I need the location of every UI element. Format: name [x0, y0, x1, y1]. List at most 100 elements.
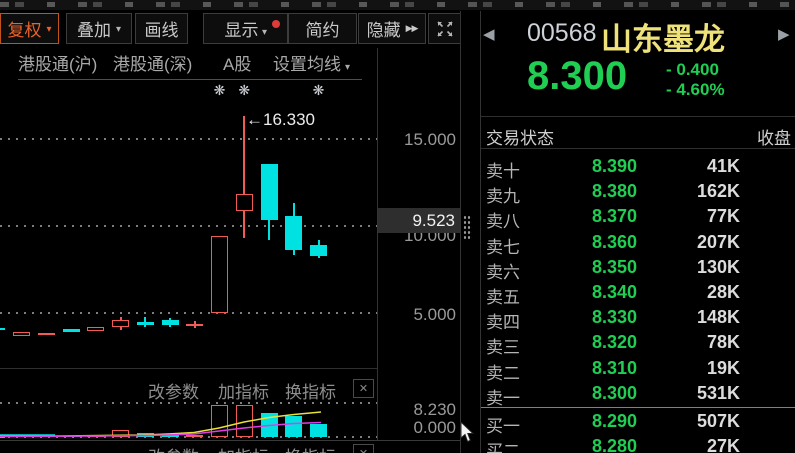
ask-row[interactable]: 卖十 8.390 41K: [481, 154, 795, 181]
candle[interactable]: [260, 164, 278, 221]
volume-bar[interactable]: [37, 435, 55, 438]
ask-level-label: 卖五: [486, 288, 520, 307]
volume-bar[interactable]: [112, 429, 129, 437]
close-indicator-button[interactable]: ✕: [353, 444, 374, 453]
candle[interactable]: [13, 331, 30, 336]
hide-button[interactable]: 隐藏 ▶▶: [358, 13, 426, 44]
ask-row[interactable]: 卖八 8.370 77K: [481, 204, 795, 232]
tab-hk-connect-sh[interactable]: 港股通(沪): [18, 54, 97, 76]
candle[interactable]: [161, 319, 179, 325]
prev-stock-button[interactable]: ◀: [483, 25, 495, 43]
volume-bar[interactable]: [186, 434, 204, 437]
candle[interactable]: [235, 193, 253, 212]
ask-row[interactable]: 卖六 8.350 130K: [481, 255, 795, 282]
adjust-price-button[interactable]: 复权 ▾: [0, 13, 59, 44]
volume-bar[interactable]: [0, 436, 6, 438]
volume-gridline-top: [0, 402, 377, 404]
caret-down-icon: ▾: [261, 27, 267, 38]
volume-bar[interactable]: [161, 433, 179, 437]
next-stock-button[interactable]: ▶: [778, 25, 790, 43]
switch-indicator-button[interactable]: 换指标: [285, 443, 336, 453]
ask-price: 8.360: [591, 231, 637, 252]
candle[interactable]: [211, 235, 228, 313]
close-icon: ✕: [358, 383, 369, 395]
gridline-5: [0, 312, 377, 314]
panel-left-border: [480, 11, 481, 453]
ask-row[interactable]: 卖四 8.330 148K: [481, 305, 795, 333]
change-params-button[interactable]: 改参数: [148, 443, 199, 453]
ask-volume: 162K: [696, 181, 740, 202]
trading-status-value: 收盘: [757, 129, 791, 148]
tab-hk-connect-sz[interactable]: 港股通(深): [113, 54, 192, 76]
display-button[interactable]: 显示 ▾: [203, 13, 288, 44]
ask-level-label: 卖八: [486, 212, 520, 232]
indicator-toolbar: 改参数 加指标 换指标 ✕: [0, 378, 460, 402]
volume-bar[interactable]: [260, 413, 278, 437]
add-indicator-button[interactable]: 加指标: [218, 443, 269, 453]
ask-row[interactable]: 卖七 8.360 207K: [481, 230, 795, 257]
ask-row[interactable]: 卖一 8.300 531K: [481, 381, 795, 408]
volume-bar[interactable]: [136, 432, 154, 437]
panel-divider: [481, 116, 795, 117]
suspension-marker-icon: ❋: [213, 82, 226, 98]
change-params-button[interactable]: 改参数: [148, 383, 199, 402]
ask-row[interactable]: 卖九 8.380 162K: [481, 179, 795, 206]
volume-bar[interactable]: [13, 435, 30, 438]
trading-status-label: 交易状态: [486, 129, 554, 148]
volume-bar[interactable]: [235, 404, 253, 437]
right-arrow-icon: ▶: [778, 26, 790, 43]
volume-bar[interactable]: [285, 415, 303, 437]
candle-wick: [243, 115, 246, 238]
pane-divider: [0, 368, 378, 369]
add-indicator-button[interactable]: 加指标: [218, 383, 269, 402]
bid-volume: 27K: [706, 435, 740, 453]
ask-price: 8.340: [591, 282, 637, 302]
candle[interactable]: [136, 322, 154, 325]
volume-axis-max: 8.230: [413, 400, 456, 419]
volume-bar[interactable]: [87, 435, 105, 437]
volume-bar[interactable]: [310, 423, 327, 437]
splitter-grip[interactable]: [463, 215, 472, 239]
tab-label: 设置均线: [273, 55, 341, 74]
volume-axis-min: 0.000: [413, 418, 456, 437]
ask-row[interactable]: 卖五 8.340 28K: [481, 280, 795, 307]
fullscreen-button[interactable]: [428, 13, 461, 44]
simple-mode-button[interactable]: 简约: [288, 13, 357, 44]
ask-volume: 148K: [696, 307, 740, 328]
bid-row[interactable]: 买一 8.290 507K: [481, 409, 795, 436]
switch-indicator-button[interactable]: 换指标: [285, 383, 336, 402]
tab-ma-settings[interactable]: 设置均线 ▾: [273, 54, 350, 76]
candle[interactable]: [310, 245, 327, 256]
ask-row[interactable]: 卖三 8.320 78K: [481, 330, 795, 357]
draw-line-button[interactable]: 画线: [135, 13, 188, 44]
ask-price: 8.380: [591, 181, 637, 202]
double-arrow-right-icon: ▶▶: [405, 23, 419, 33]
display-label: 显示: [224, 21, 259, 40]
ask-volume: 19K: [706, 357, 740, 378]
ask-price: 8.320: [591, 332, 637, 353]
trading-status-row: 交易状态 收盘: [481, 121, 795, 148]
indicator-toolbar-2: 改参数 加指标 换指标 ✕: [0, 443, 460, 453]
volume-bar[interactable]: [211, 404, 228, 437]
ask-level-label: 卖一: [486, 388, 520, 408]
tab-label: A股: [223, 55, 252, 74]
bid-row[interactable]: 买二 8.280 27K: [481, 434, 795, 453]
tab-a-share[interactable]: A股: [223, 54, 251, 76]
chart-right-border: [460, 11, 461, 453]
candle[interactable]: [112, 319, 129, 327]
ask-level-label: 卖四: [486, 313, 520, 333]
panel-divider: [481, 148, 795, 149]
volume-bar[interactable]: [62, 435, 80, 438]
candle[interactable]: [87, 326, 105, 331]
bid-price: 8.290: [591, 410, 637, 431]
candle[interactable]: [37, 332, 55, 336]
overlay-button[interactable]: 叠加 ▾: [66, 13, 132, 44]
candle[interactable]: [186, 323, 204, 327]
ask-row[interactable]: 卖二 8.310 19K: [481, 356, 795, 383]
close-indicator-button[interactable]: ✕: [353, 379, 374, 398]
candle[interactable]: [62, 329, 80, 332]
candle[interactable]: [0, 327, 6, 331]
candle[interactable]: [285, 216, 303, 250]
ask-price: 8.300: [591, 382, 637, 403]
